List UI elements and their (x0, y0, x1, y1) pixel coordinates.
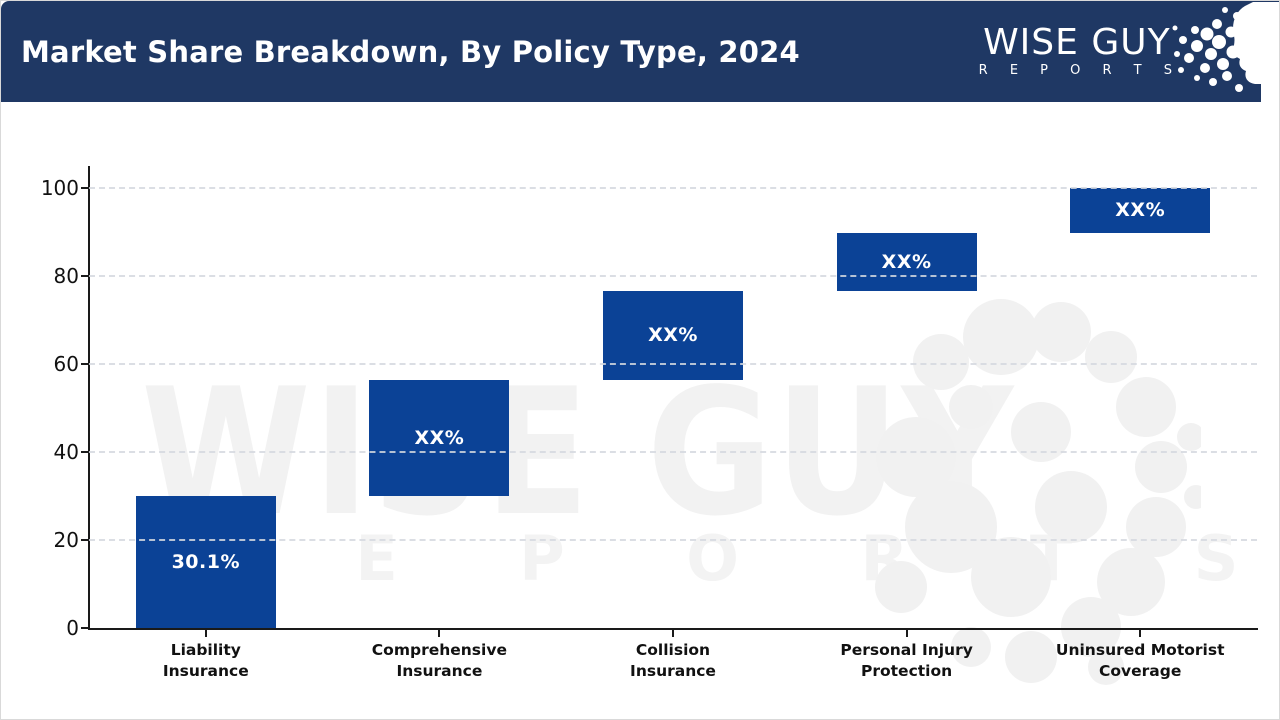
category-label-2: Comprehensive Insurance (371, 641, 507, 680)
gridline-40 (89, 451, 1257, 453)
page-title: Market Share Breakdown, By Policy Type, … (21, 34, 800, 69)
bar-value-label-2: XX% (414, 426, 465, 449)
gridline-100 (89, 187, 1257, 189)
bar-value-label-4: XX% (881, 250, 932, 273)
bar-value-label-3: XX% (648, 324, 698, 347)
bar-4 (836, 232, 977, 291)
bar-value-label-5: XX% (1115, 199, 1166, 222)
gridline-20 (89, 539, 1257, 541)
y-tick-label-100: 100 (40, 176, 79, 200)
x-tick-mark-5 (1139, 630, 1142, 637)
y-tick-label-40: 40 (53, 440, 79, 464)
y-axis-line (88, 166, 90, 630)
bar-3 (603, 290, 743, 380)
category-label-4: Personal Injury Protection (840, 641, 973, 680)
brand-text: WISE GUY R E P O R T S (973, 22, 1181, 79)
x-axis-line (88, 628, 1258, 630)
gridline-80 (89, 275, 1257, 277)
x-tick-mark-1 (204, 630, 207, 637)
bar-1 (135, 495, 276, 628)
gridline-60 (89, 363, 1257, 365)
bar-5 (1070, 188, 1211, 233)
y-tick-label-0: 0 (66, 616, 79, 640)
y-tick-mark-100 (81, 187, 89, 189)
y-tick-mark-20 (81, 539, 89, 541)
category-label-1: Liability Insurance (162, 641, 249, 680)
watermark-face-icon (875, 299, 1201, 685)
x-tick-mark-3 (672, 630, 674, 637)
y-tick-label-80: 80 (53, 264, 79, 288)
x-tick-mark-2 (438, 630, 441, 637)
y-tick-mark-0 (81, 627, 89, 629)
bar-value-label-1: 30.1% (171, 550, 240, 573)
y-tick-mark-40 (81, 451, 89, 453)
y-tick-mark-60 (81, 363, 89, 365)
category-label-5: Uninsured Motorist Coverage (1055, 641, 1225, 680)
brand-logo: WISE GUY R E P O R T S (973, 1, 1279, 102)
y-tick-label-20: 20 (53, 528, 79, 552)
wiseguy-face-icon (1172, 1, 1279, 102)
bar-2 (369, 379, 510, 496)
header-bar: Market Share Breakdown, By Policy Type, … (1, 1, 1279, 102)
brand-sub-label: R E P O R T S (978, 63, 1181, 78)
chart-plot-area: 0 20 40 60 80 100 30.1% Liability Insurance XX% Co… (1, 102, 1279, 719)
x-tick-mark-4 (905, 630, 908, 637)
category-label-3: Collision Insurance (630, 641, 716, 680)
brand-name-label: WISE GUY (983, 22, 1171, 63)
y-tick-mark-80 (81, 275, 89, 277)
background-watermark: WISE GUY R E P O R T S (1, 102, 1279, 719)
y-tick-label-60: 60 (53, 352, 79, 376)
